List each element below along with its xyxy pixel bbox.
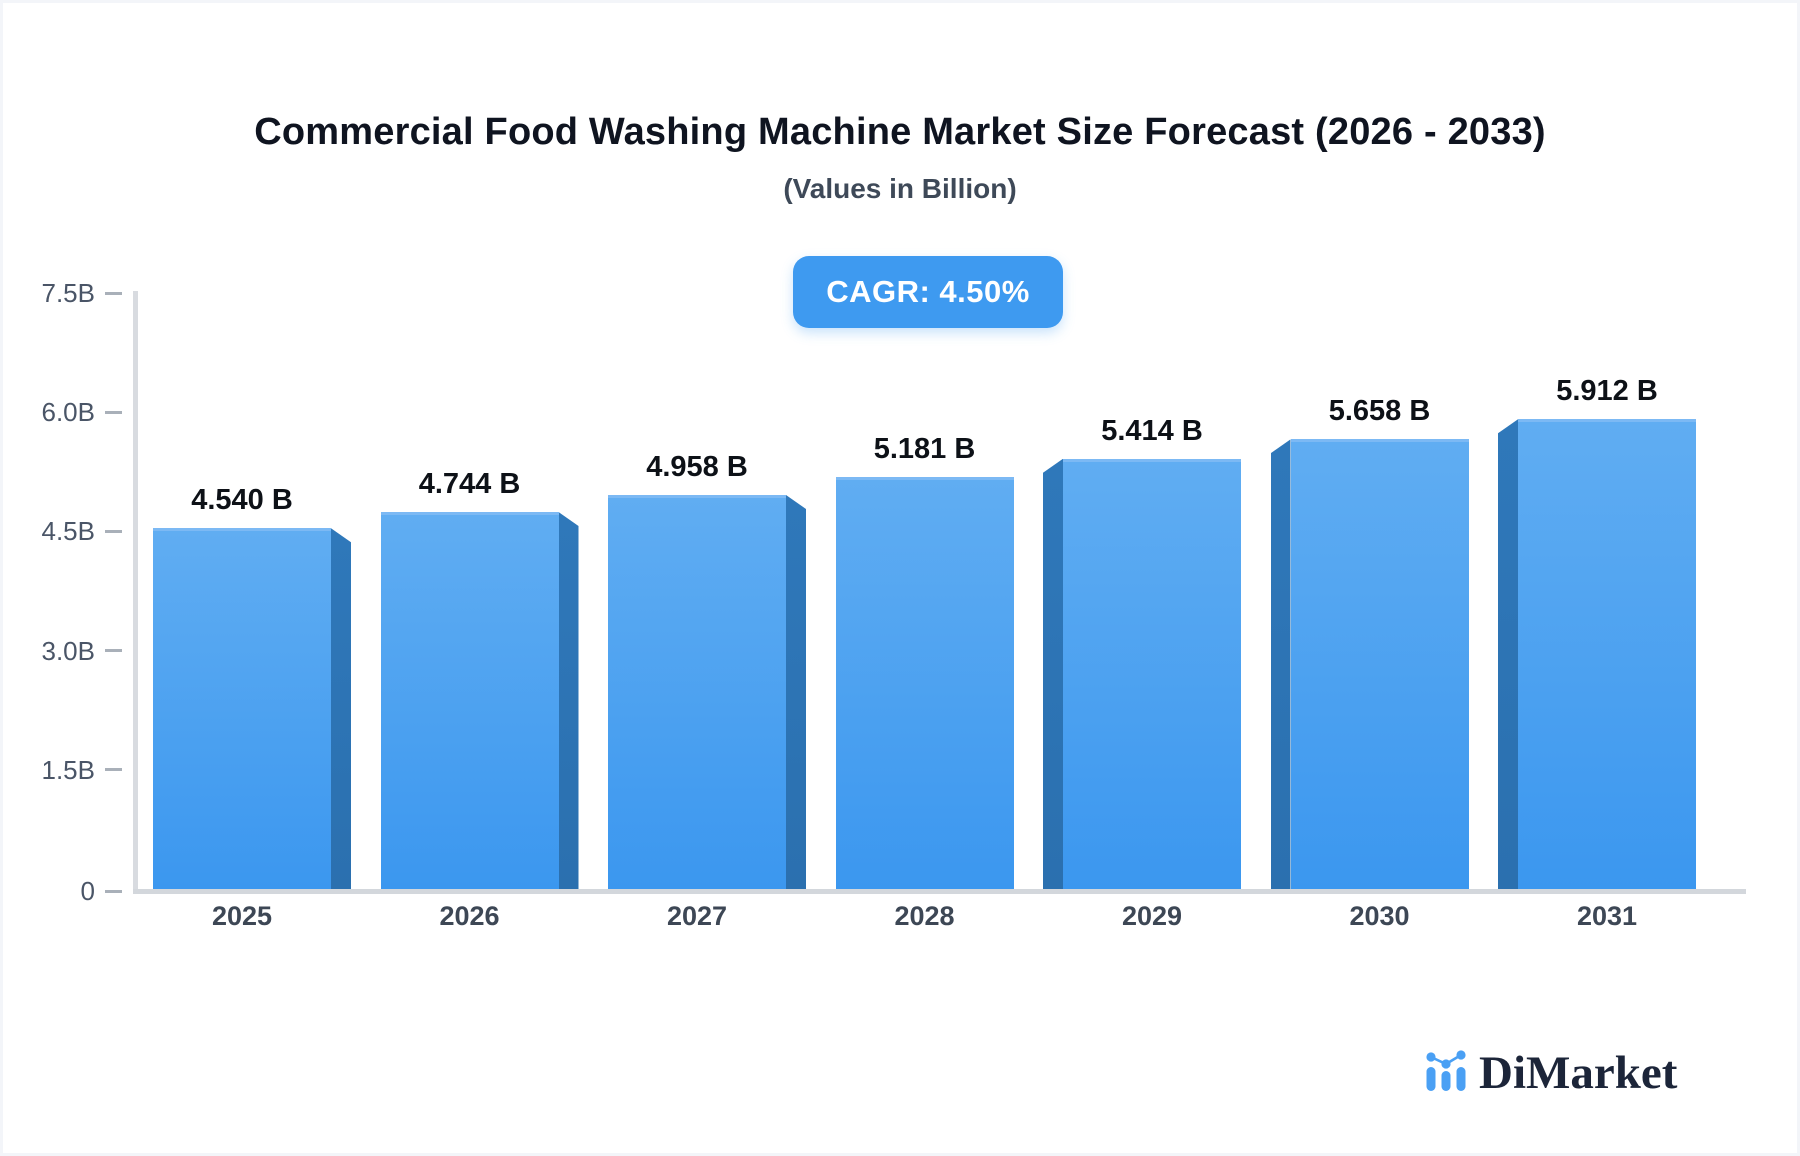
x-axis-tick-label: 2027 [666,901,728,931]
chart-title: Commercial Food Washing Machine Market S… [254,111,1546,153]
brand-logo[interactable]: DiMarket [1423,1047,1677,1099]
y-axis-line [133,291,138,894]
bar-2025[interactable] [153,528,331,889]
y-axis-tick-label: 1.5B [41,754,96,785]
bar-chart-plot: 0 1.5B 3.0B 4.5B 6.0B 7.5B 4.540 B 2025 4.744 B 2… [3,3,1797,1153]
y-axis-tick [105,768,122,772]
bar-side-face [558,512,579,889]
cagr-badge-label: CAGR: 4.50% [826,274,1030,309]
chart-subtitle: (Values in Billion) [783,173,1017,204]
bar-2031[interactable] [1518,419,1696,889]
bar-side-face [1043,458,1063,889]
x-axis-tick-label: 2030 [1349,901,1410,931]
x-axis-line [133,889,1746,894]
bar-side-face [331,528,351,889]
bar-value-label: 4.540 B [191,484,293,517]
brand-name: DiMarket [1479,1047,1678,1099]
y-axis-tick [105,291,122,295]
y-axis-tick [105,889,122,893]
bar-2029[interactable] [1063,458,1241,889]
x-axis-tick-label: 2031 [1576,901,1638,931]
y-axis-tick-label: 3.0B [41,635,96,666]
brand-chart-icon [1426,1050,1466,1091]
y-axis-tick [105,529,122,533]
cagr-badge: CAGR: 4.50% [793,256,1063,328]
x-axis-tick-label: 2025 [211,901,273,931]
bar-value-label: 5.181 B [873,433,976,466]
bar-side-face [786,495,806,889]
bar-2026[interactable] [380,512,559,889]
y-axis-tick-label: 4.5B [41,516,96,547]
y-axis-tick-label: 7.5B [41,278,96,308]
bar-2030[interactable] [1290,439,1469,889]
bar-value-label: 5.658 B [1328,395,1431,428]
bar-side-face [1270,439,1291,889]
bar-value-label: 4.958 B [646,451,748,483]
y-axis-tick [105,649,122,653]
bar-2028[interactable] [835,477,1014,889]
bar-side-face [1498,419,1518,889]
x-axis-tick-label: 2028 [894,901,955,931]
bar-2027[interactable] [608,495,786,889]
x-axis-tick-label: 2029 [1121,901,1183,931]
x-axis-tick-label: 2026 [439,901,500,931]
y-axis-tick-label: 6.0B [41,397,96,428]
bar-value-label: 4.744 B [418,468,521,500]
y-axis-tick [105,410,122,414]
y-axis-tick-label: 0 [80,876,95,906]
bar-value-label: 5.414 B [1101,414,1203,447]
bar-value-label: 5.912 B [1556,375,1658,408]
